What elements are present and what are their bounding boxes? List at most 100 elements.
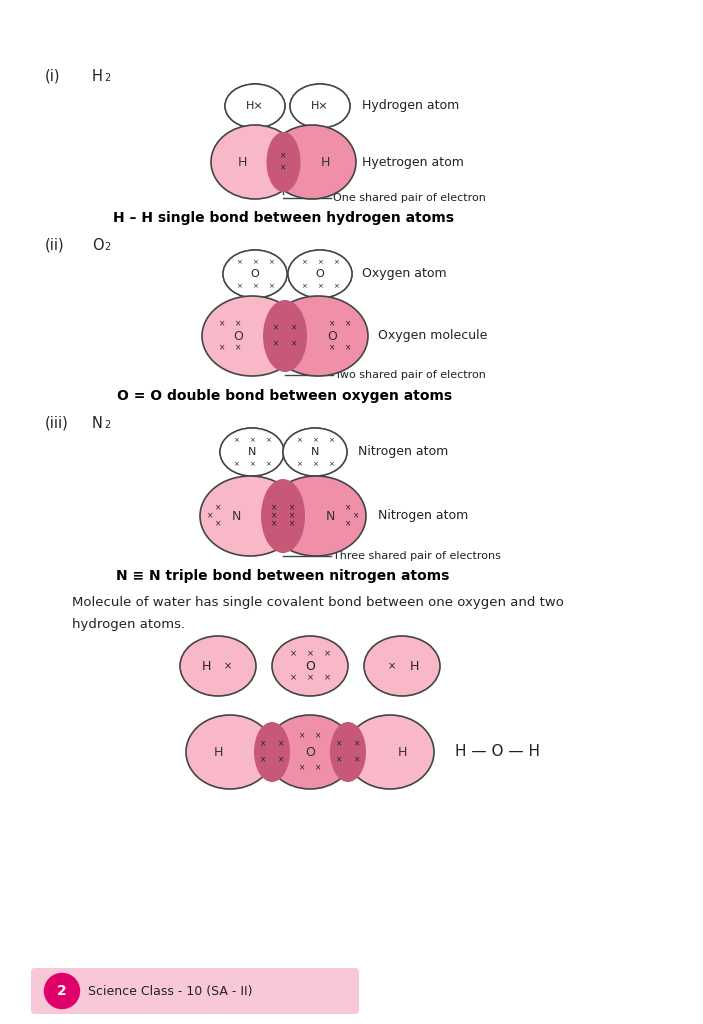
Text: ×: × bbox=[280, 164, 287, 172]
Ellipse shape bbox=[346, 715, 434, 790]
Text: ×: × bbox=[388, 662, 396, 671]
Text: ×: × bbox=[278, 739, 284, 749]
Ellipse shape bbox=[266, 476, 366, 556]
Text: ×: × bbox=[333, 283, 339, 289]
Text: ×: × bbox=[336, 756, 342, 765]
Text: ×: × bbox=[301, 283, 307, 289]
Text: Molecule of water has single covalent bond between one oxygen and two: Molecule of water has single covalent bo… bbox=[72, 596, 564, 609]
Text: O: O bbox=[251, 269, 259, 279]
Text: H — O — H: H — O — H bbox=[455, 744, 540, 760]
Text: Nitrogen atom: Nitrogen atom bbox=[378, 510, 468, 522]
Text: O = O double bond between oxygen atoms: O = O double bond between oxygen atoms bbox=[117, 389, 453, 403]
Ellipse shape bbox=[290, 84, 350, 128]
Text: ×: × bbox=[296, 461, 302, 467]
Text: H – H single bond between hydrogen atoms: H – H single bond between hydrogen atoms bbox=[113, 211, 454, 225]
Ellipse shape bbox=[220, 428, 284, 476]
Text: ×: × bbox=[328, 461, 334, 467]
Ellipse shape bbox=[266, 132, 300, 193]
Text: H: H bbox=[201, 659, 211, 673]
Ellipse shape bbox=[223, 250, 287, 298]
Text: ×: × bbox=[278, 756, 284, 765]
Text: H: H bbox=[238, 156, 247, 169]
Text: ×: × bbox=[323, 649, 330, 658]
Text: ×: × bbox=[252, 259, 258, 265]
Text: ×: × bbox=[299, 731, 305, 740]
Ellipse shape bbox=[225, 84, 285, 128]
Ellipse shape bbox=[263, 300, 307, 372]
Text: ×: × bbox=[273, 340, 279, 348]
Text: ×: × bbox=[344, 319, 352, 329]
Text: ×: × bbox=[307, 674, 314, 683]
Text: Science Class - 10 (SA - II): Science Class - 10 (SA - II) bbox=[88, 984, 252, 997]
Text: ×: × bbox=[317, 283, 323, 289]
Text: O: O bbox=[316, 269, 324, 279]
Text: ×: × bbox=[323, 674, 330, 683]
Text: ×: × bbox=[224, 662, 232, 671]
Text: ×: × bbox=[289, 519, 295, 528]
Ellipse shape bbox=[220, 428, 284, 476]
Ellipse shape bbox=[288, 250, 352, 298]
Text: ×: × bbox=[312, 461, 318, 467]
Text: ×: × bbox=[252, 283, 258, 289]
Text: N: N bbox=[248, 447, 256, 457]
Text: ×: × bbox=[219, 319, 225, 329]
Text: N ≡ N triple bond between nitrogen atoms: N ≡ N triple bond between nitrogen atoms bbox=[116, 569, 450, 583]
Text: H×: H× bbox=[311, 101, 329, 111]
Text: O: O bbox=[233, 330, 243, 342]
Text: ×: × bbox=[312, 437, 318, 443]
Text: ×: × bbox=[215, 519, 221, 528]
Text: ×: × bbox=[344, 519, 352, 528]
Text: One shared pair of electron: One shared pair of electron bbox=[333, 193, 486, 203]
Text: Nitrogen atom: Nitrogen atom bbox=[358, 445, 449, 459]
Text: Oxygen molecule: Oxygen molecule bbox=[378, 330, 487, 342]
Text: ×: × bbox=[289, 512, 295, 520]
Text: ×: × bbox=[271, 504, 277, 512]
FancyBboxPatch shape bbox=[31, 968, 359, 1014]
Text: ×: × bbox=[249, 437, 255, 443]
Ellipse shape bbox=[180, 636, 256, 696]
Text: ×: × bbox=[301, 259, 307, 265]
Text: ×: × bbox=[290, 674, 297, 683]
Text: ×: × bbox=[353, 512, 359, 520]
Text: ×: × bbox=[280, 152, 287, 161]
Text: ×: × bbox=[215, 504, 221, 512]
Text: ×: × bbox=[299, 764, 305, 772]
Ellipse shape bbox=[268, 125, 356, 199]
Text: N: N bbox=[92, 416, 103, 431]
Text: O: O bbox=[305, 745, 315, 759]
Text: ×: × bbox=[268, 259, 274, 265]
Text: ×: × bbox=[296, 437, 302, 443]
Text: Hydrogen atom: Hydrogen atom bbox=[362, 99, 459, 113]
Text: ×: × bbox=[344, 504, 352, 512]
Text: ×: × bbox=[235, 343, 241, 352]
Text: Oxygen atom: Oxygen atom bbox=[362, 267, 446, 281]
Ellipse shape bbox=[225, 84, 285, 128]
Text: (i): (i) bbox=[45, 69, 60, 84]
Text: Two shared pair of electron: Two shared pair of electron bbox=[335, 370, 486, 380]
Text: H×: H× bbox=[246, 101, 264, 111]
Text: 2: 2 bbox=[104, 73, 110, 83]
Text: ×: × bbox=[271, 519, 277, 528]
Text: ×: × bbox=[265, 461, 271, 467]
Ellipse shape bbox=[283, 428, 347, 476]
Text: ×: × bbox=[289, 504, 295, 512]
Ellipse shape bbox=[254, 722, 290, 782]
Ellipse shape bbox=[288, 250, 352, 298]
Ellipse shape bbox=[272, 636, 348, 696]
Text: N: N bbox=[231, 510, 240, 522]
Ellipse shape bbox=[200, 476, 300, 556]
Text: Three shared pair of electrons: Three shared pair of electrons bbox=[333, 551, 501, 561]
Text: 2: 2 bbox=[104, 242, 110, 252]
Text: H: H bbox=[92, 69, 103, 84]
Text: ×: × bbox=[273, 324, 279, 333]
Text: ×: × bbox=[236, 283, 242, 289]
Text: O: O bbox=[305, 659, 315, 673]
Text: ×: × bbox=[265, 437, 271, 443]
Ellipse shape bbox=[364, 636, 440, 696]
Circle shape bbox=[44, 974, 79, 1009]
Text: N: N bbox=[325, 510, 335, 522]
Text: ×: × bbox=[268, 283, 274, 289]
Text: hydrogen atoms.: hydrogen atoms. bbox=[72, 618, 185, 631]
Text: ×: × bbox=[219, 343, 225, 352]
Text: ×: × bbox=[315, 731, 321, 740]
